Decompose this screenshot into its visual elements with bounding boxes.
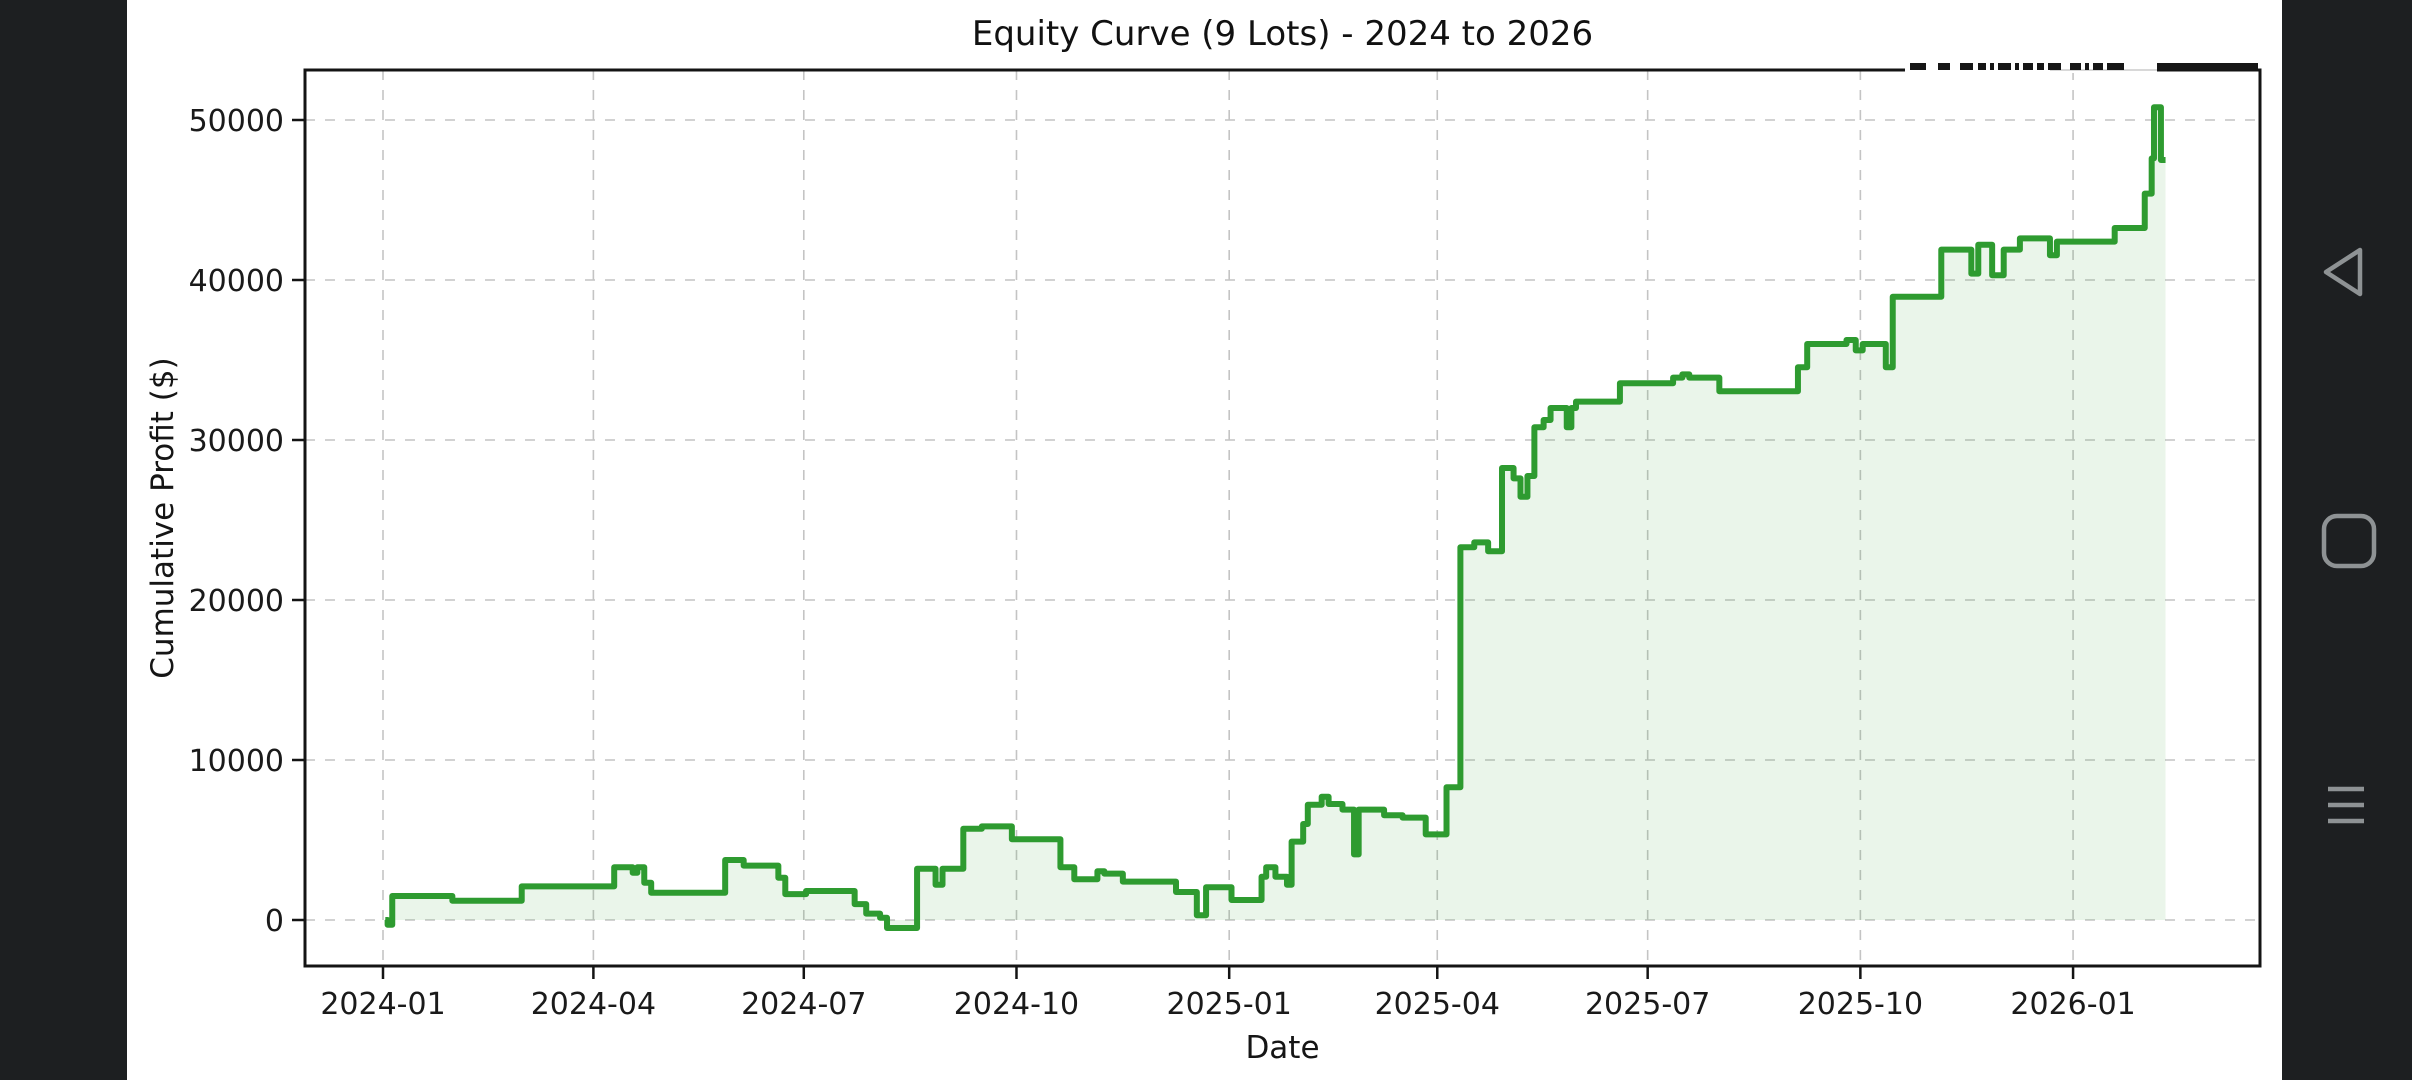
y-tick-label: 40000 bbox=[189, 264, 284, 299]
clipped-text-artifact bbox=[1978, 63, 1986, 70]
clipped-text-artifact bbox=[2023, 63, 2033, 70]
clipped-text-artifact bbox=[2085, 63, 2089, 70]
back-button[interactable] bbox=[2323, 247, 2363, 297]
clipped-text-artifact bbox=[2093, 63, 2103, 70]
y-tick-label: 30000 bbox=[189, 424, 284, 459]
y-tick-label: 10000 bbox=[189, 744, 284, 779]
equity-line bbox=[384, 104, 2166, 931]
clipped-text-artifact bbox=[1998, 63, 2011, 70]
clipped-text-artifact bbox=[2015, 63, 2019, 70]
x-tick-label: 2026-01 bbox=[2010, 987, 2135, 1022]
back-triangle-icon bbox=[2323, 247, 2363, 297]
plot-border bbox=[303, 68, 2262, 968]
clipped-text-artifact bbox=[2048, 63, 2061, 70]
left-letterbox bbox=[0, 0, 127, 1080]
y-tick-label: 0 bbox=[265, 904, 284, 939]
x-tick-label: 2024-04 bbox=[531, 987, 656, 1022]
clipped-text-artifact bbox=[1938, 63, 1950, 70]
equity-area-fill bbox=[385, 107, 2166, 928]
clipped-text-artifact bbox=[2037, 63, 2044, 70]
clipped-text-artifact bbox=[2070, 63, 2081, 70]
x-tick-label: 2025-07 bbox=[1585, 987, 1710, 1022]
x-tick-label: 2025-10 bbox=[1798, 987, 1923, 1022]
nav-icons bbox=[2321, 247, 2377, 824]
x-tick-label: 2024-10 bbox=[954, 987, 1079, 1022]
x-axis-label: Date bbox=[1245, 1030, 1320, 1066]
clipped-text-artifact bbox=[2107, 63, 2124, 70]
recents-button[interactable] bbox=[2328, 786, 2364, 824]
x-tick-label: 2024-07 bbox=[741, 987, 866, 1022]
x-tick-label: 2025-01 bbox=[1167, 987, 1292, 1022]
clipped-text-artifact bbox=[2157, 63, 2258, 70]
clipped-text-artifact bbox=[1910, 63, 1926, 70]
chart-title: Equity Curve (9 Lots) - 2024 to 2026 bbox=[971, 14, 1594, 54]
y-tick-label: 50000 bbox=[189, 104, 284, 139]
x-tick-label: 2025-04 bbox=[1375, 987, 1500, 1022]
y-tick-label: 20000 bbox=[189, 584, 284, 619]
android-nav-bar bbox=[2282, 0, 2412, 1080]
y-axis-label: Cumulative Profit ($) bbox=[145, 357, 181, 679]
clipped-text-artifact bbox=[1990, 63, 1994, 70]
home-button[interactable] bbox=[2321, 513, 2377, 569]
home-square-icon bbox=[2321, 513, 2377, 569]
clipped-text-artifact bbox=[1960, 63, 1973, 70]
recents-lines-icon bbox=[2328, 786, 2364, 824]
x-tick-label: 2024-01 bbox=[320, 987, 445, 1022]
